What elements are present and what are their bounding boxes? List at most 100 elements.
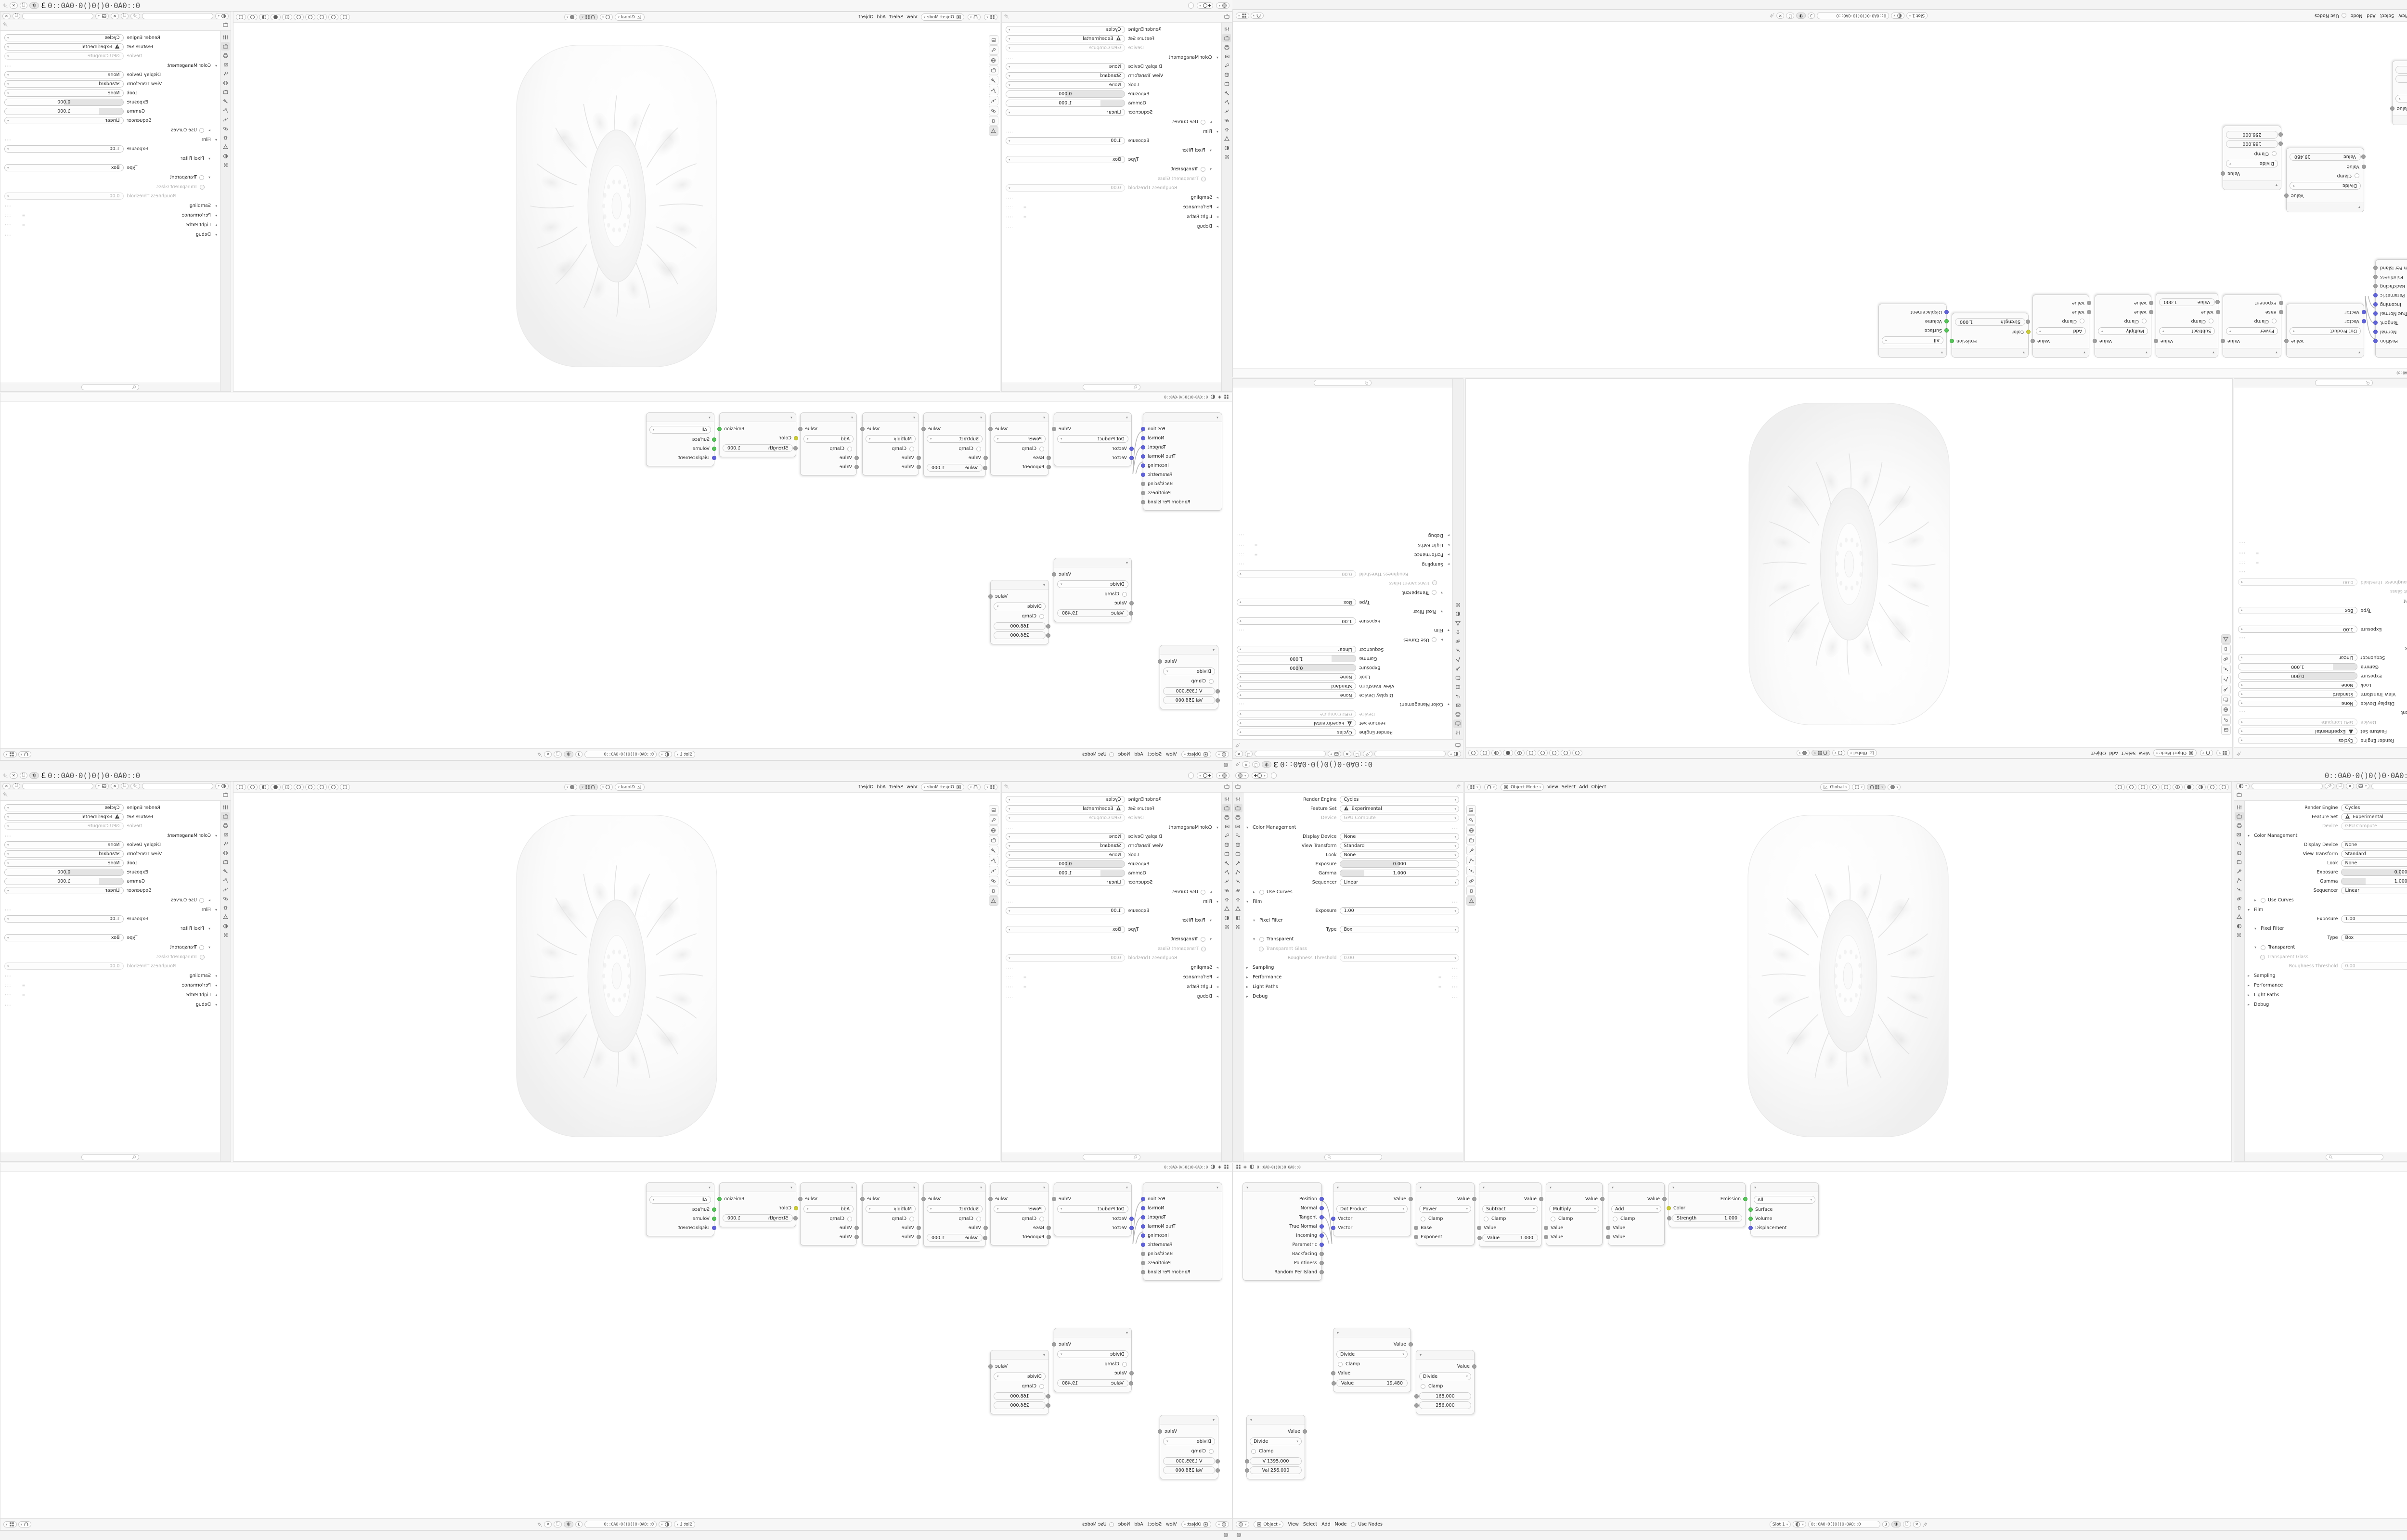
node-operation-dropdown[interactable]: Subtract ▾ [927,1205,983,1213]
node-socket-volume[interactable]: Volume [1879,317,1949,326]
node-operation-dropdown[interactable]: Add ▾ [1611,1205,1661,1213]
preset-menu-icon[interactable]: ≡ [2255,551,2259,555]
socket-dot[interactable] [1052,572,1056,577]
socket-dot[interactable] [1216,698,1220,703]
unlink-icon[interactable]: ✕ [10,2,18,9]
chevron-down-icon[interactable]: ▾ [2358,205,2360,210]
node-socket-vector[interactable]: Vector [1054,1214,1134,1223]
node-operation-dropdown[interactable]: Dot Product ▾ [1336,1205,1408,1213]
node-operation-dropdown[interactable]: Divide▾ [1163,667,1215,675]
pin-icon[interactable] [537,750,542,759]
node-socket-pointiness[interactable]: Pointiness [2373,272,2407,282]
torus-object[interactable] [1724,385,1974,741]
drag-grip[interactable]: :::: [1006,965,1013,970]
checkbox[interactable] [199,175,204,180]
drag-grip[interactable]: :::: [1006,55,1013,60]
node-socket-value[interactable]: Value [860,424,919,434]
drag-grip[interactable]: :::: [1452,825,1459,830]
shader-node-multiply[interactable]: ▾ Value Multiply ▾ Clamp Value Value [860,1182,921,1245]
shader-node-material-output[interactable]: ▾ All ▾ Surface Volume Displacement [646,1182,716,1236]
node-socket-emission[interactable]: Emission [1950,336,2028,346]
properties-material-tab[interactable] [1223,143,1231,152]
chevron-down-icon[interactable]: ▾ [1250,1417,1253,1422]
section-sampling[interactable]: ▸ Sampling :::: [1006,193,1218,202]
node-header[interactable]: ▾ [647,413,714,422]
shader-type-dropdown[interactable]: Object ▾ [1181,751,1212,758]
editor-type-icon[interactable]: ▾ [1467,784,1481,790]
node-value-field[interactable]: Val 256.000 [1163,1466,1220,1474]
drag-grip[interactable]: :::: [1237,552,1244,557]
shader-node-geometry[interactable]: ▾ Position Normal Tangent True Normal In… [1141,412,1222,511]
node-header[interactable]: ▾ [863,1183,919,1192]
section-debug[interactable]: ▸ Debug :::: [1246,992,1459,1001]
prop-slider-gamma[interactable]: 1.000 [4,878,124,885]
transparent-glass-toggle[interactable]: Transparent Glass [4,183,217,191]
node-value-field[interactable]: 256.000 [1414,1401,1471,1409]
node-operation-dropdown[interactable]: Divide▾ [1419,1373,1471,1380]
viewport-menu-object[interactable]: Object [858,784,874,790]
node-socket-tangent[interactable]: Tangent [1141,1213,1222,1222]
image-name-field[interactable] [2371,783,2407,789]
prop-dropdown-view-transform[interactable]: Standard ▾ [1340,842,1459,849]
search-input[interactable] [1083,1154,1140,1160]
node-operation-dropdown[interactable]: Subtract ▾ [927,435,983,443]
viewport-shading-wireframe-icon[interactable] [2173,784,2183,790]
node-socket-value[interactable]: Value [801,1232,859,1242]
prop-dropdown-feature-set[interactable]: Experimental ▾ [2341,813,2407,821]
node-clamp-checkbox[interactable]: Clamp [1160,1447,1218,1456]
viewport-shading-material-icon[interactable] [2196,784,2206,790]
checkbox[interactable] [909,446,914,451]
pivot-point-icon[interactable]: ▾ [599,14,613,20]
preset-menu-icon[interactable]: ≡ [21,223,26,227]
use-nodes-toggle[interactable]: Use Nodes [2315,12,2346,20]
checkbox[interactable] [1259,889,1264,895]
section-transparent[interactable]: ▾ Transparent [2238,597,2407,605]
section-performance[interactable]: ▸ Performance ≡ :::: [1006,973,1218,981]
viewport-canvas[interactable] [1465,793,2231,1161]
node-socket-vector[interactable]: Vector [1054,1223,1134,1232]
viewport-add-cube-tool-icon[interactable] [989,896,998,906]
socket-dot[interactable] [1331,1226,1335,1230]
properties-tool-tab[interactable] [1454,729,1462,737]
properties-modifier-tab[interactable] [2235,876,2244,885]
prop-dropdown-type[interactable]: Box ▾ [1006,926,1125,933]
node-socket-value[interactable]: Value [2390,104,2407,113]
viewport-viewport-shading-options-icon[interactable] [236,784,246,790]
node-socket-value[interactable]: Value [1608,1194,1667,1204]
properties-modifier-tab[interactable] [1223,868,1231,876]
browse-material-icon[interactable]: ▾ [215,783,229,789]
node-socket-value[interactable]: Value [1333,1340,1413,1349]
unlink-icon[interactable]: ✕ [2346,783,2354,789]
chevron-down-icon[interactable]: ▾ [2275,183,2278,188]
node-clamp-checkbox[interactable]: Clamp [2095,317,2151,326]
viewport-menu-view[interactable]: View [906,784,918,790]
socket-dot[interactable] [712,456,716,460]
socket-dot[interactable] [1158,659,1162,664]
viewport-menu-add[interactable]: Add [877,14,886,20]
socket-dot[interactable] [1600,1197,1605,1201]
section-light-paths[interactable]: ▸ Light Paths ≡ :::: [1237,541,1449,549]
properties-data-tab[interactable] [1234,904,1242,913]
prop-dropdown-roughness-threshold[interactable]: 0.00 ▾ [4,192,124,200]
drag-grip[interactable]: :::: [1237,543,1244,547]
section-light-paths[interactable]: ▸ Light Paths ≡ :::: [1006,213,1218,221]
checkbox-checked[interactable] [200,954,205,960]
socket-dot[interactable] [1046,1403,1050,1408]
checkbox-checked[interactable] [1201,176,1206,181]
node-value-field[interactable]: 168.000 [994,622,1050,630]
section-color-management[interactable]: ▾ Color Management :::: [1246,823,1459,832]
shader-node-divide-b[interactable]: ▾ Value Divide ▾ Clamp 168.000 256.000 [988,580,1050,644]
node-header[interactable]: ▾ [1160,1415,1218,1424]
unlink-icon[interactable]: ✕ [1343,751,1351,757]
prop-slider-exposure[interactable]: 0.000 [4,99,124,106]
properties-texture-tab[interactable] [2235,931,2244,939]
prop-slider-exposure[interactable]: 0.000 [2341,869,2407,876]
checkbox[interactable] [1209,679,1214,684]
drag-grip[interactable]: :::: [1006,975,1013,979]
prop-dropdown-render-engine[interactable]: Cycles ▾ [1006,26,1125,33]
node-value-field[interactable]: 256.000 [2226,131,2283,139]
viewport-shading-solid-icon[interactable] [2184,784,2194,790]
node-socket-value[interactable]: Value [1054,1369,1134,1378]
section-performance[interactable]: ▸ Performance ≡ :::: [1246,973,1459,981]
